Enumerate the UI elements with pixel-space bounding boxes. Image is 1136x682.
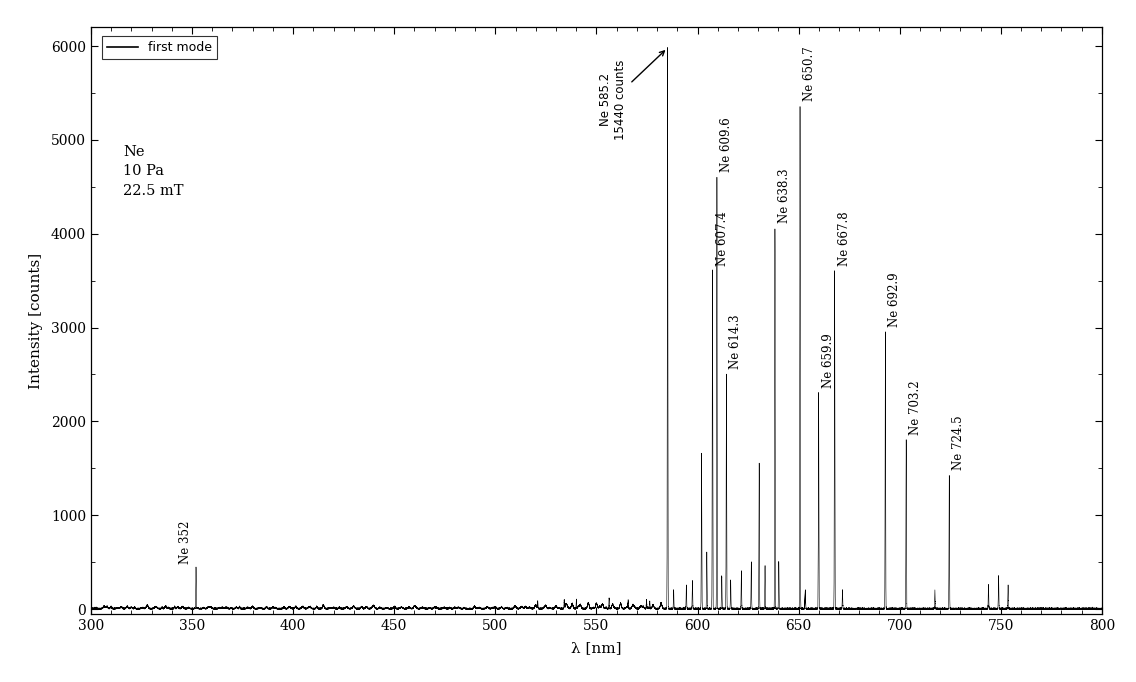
Text: Ne 607.4: Ne 607.4 xyxy=(716,211,728,266)
Text: Ne 609.6: Ne 609.6 xyxy=(720,117,733,172)
X-axis label: λ [nm]: λ [nm] xyxy=(571,641,621,655)
Text: Ne 585.2
15440 counts: Ne 585.2 15440 counts xyxy=(599,51,665,140)
Text: Ne
10 Pa
22.5 mT: Ne 10 Pa 22.5 mT xyxy=(123,145,184,198)
Text: Ne 692.9: Ne 692.9 xyxy=(888,272,901,327)
Y-axis label: Intensity [counts]: Intensity [counts] xyxy=(28,252,42,389)
Legend: first mode: first mode xyxy=(102,36,217,59)
Text: Ne 650.7: Ne 650.7 xyxy=(803,46,816,102)
Text: Ne 638.3: Ne 638.3 xyxy=(778,168,791,224)
Text: Ne 614.3: Ne 614.3 xyxy=(729,314,743,369)
Text: Ne 659.9: Ne 659.9 xyxy=(821,333,835,387)
Text: Ne 703.2: Ne 703.2 xyxy=(909,380,922,434)
Text: Ne 724.5: Ne 724.5 xyxy=(952,415,966,470)
Text: Ne 352: Ne 352 xyxy=(179,520,192,564)
Text: Ne 667.8: Ne 667.8 xyxy=(837,211,851,266)
